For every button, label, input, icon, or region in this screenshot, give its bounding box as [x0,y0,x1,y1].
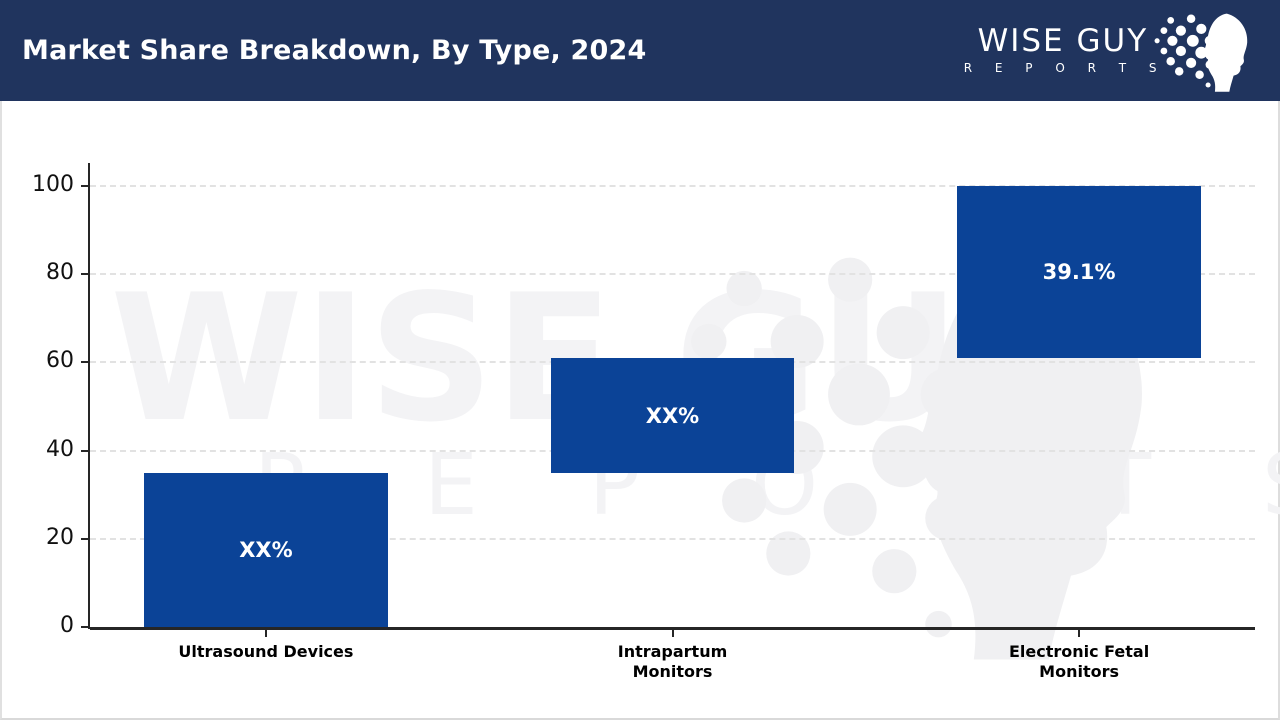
x-tick-mark [1078,630,1081,637]
brand-logo-name: WISE GUY [977,23,1149,59]
y-tick-label: 80 [46,260,74,286]
y-tick-mark [81,449,90,452]
y-tick-label: 60 [46,348,74,374]
brand-logo: WISE GUY R E P O R T S [960,8,1254,94]
brand-logo-text: WISE GUY R E P O R T S [960,23,1166,76]
bar-value-label: XX% [239,537,293,562]
y-tick-mark [81,361,90,364]
page-title: Market Share Breakdown, By Type, 2024 [22,35,647,66]
brand-logo-head-icon [1154,13,1248,92]
header-bar: Market Share Breakdown, By Type, 2024 WI… [0,0,1280,101]
gridline [90,273,1255,276]
gridline [90,537,1255,540]
x-category-label: Electronic Fetal Monitors [1008,642,1150,681]
y-tick-label: 20 [46,524,74,550]
y-tick-mark [81,185,90,187]
bar-segment: XX% [144,472,388,627]
brand-logo-subtitle: R E P O R T S [963,61,1166,75]
bar-value-label: XX% [645,403,700,428]
y-tick-mark [81,626,90,628]
y-tick-mark [81,273,90,276]
x-category-label: Intrapartum Monitors [617,642,728,681]
y-tick-label: 40 [46,436,74,462]
x-axis-spine [90,627,1255,630]
bar-segment: XX% [550,358,795,473]
x-category-label: Ultrasound Devices [178,642,354,661]
chart-plot-area: 0 20 40 60 80 100 XX% Ultrasound Devices XX% Intr… [2,100,1280,720]
y-axis-spine [88,163,90,629]
y-tick-label: 100 [32,172,74,197]
y-tick-label: 0 [60,613,74,638]
bar-segment: 39.1% [957,186,1201,359]
bar-value-label: 39.1% [1042,260,1116,285]
y-tick-mark [81,537,90,540]
gridline [90,185,1255,187]
x-tick-mark [671,630,674,637]
x-tick-mark [264,630,267,637]
